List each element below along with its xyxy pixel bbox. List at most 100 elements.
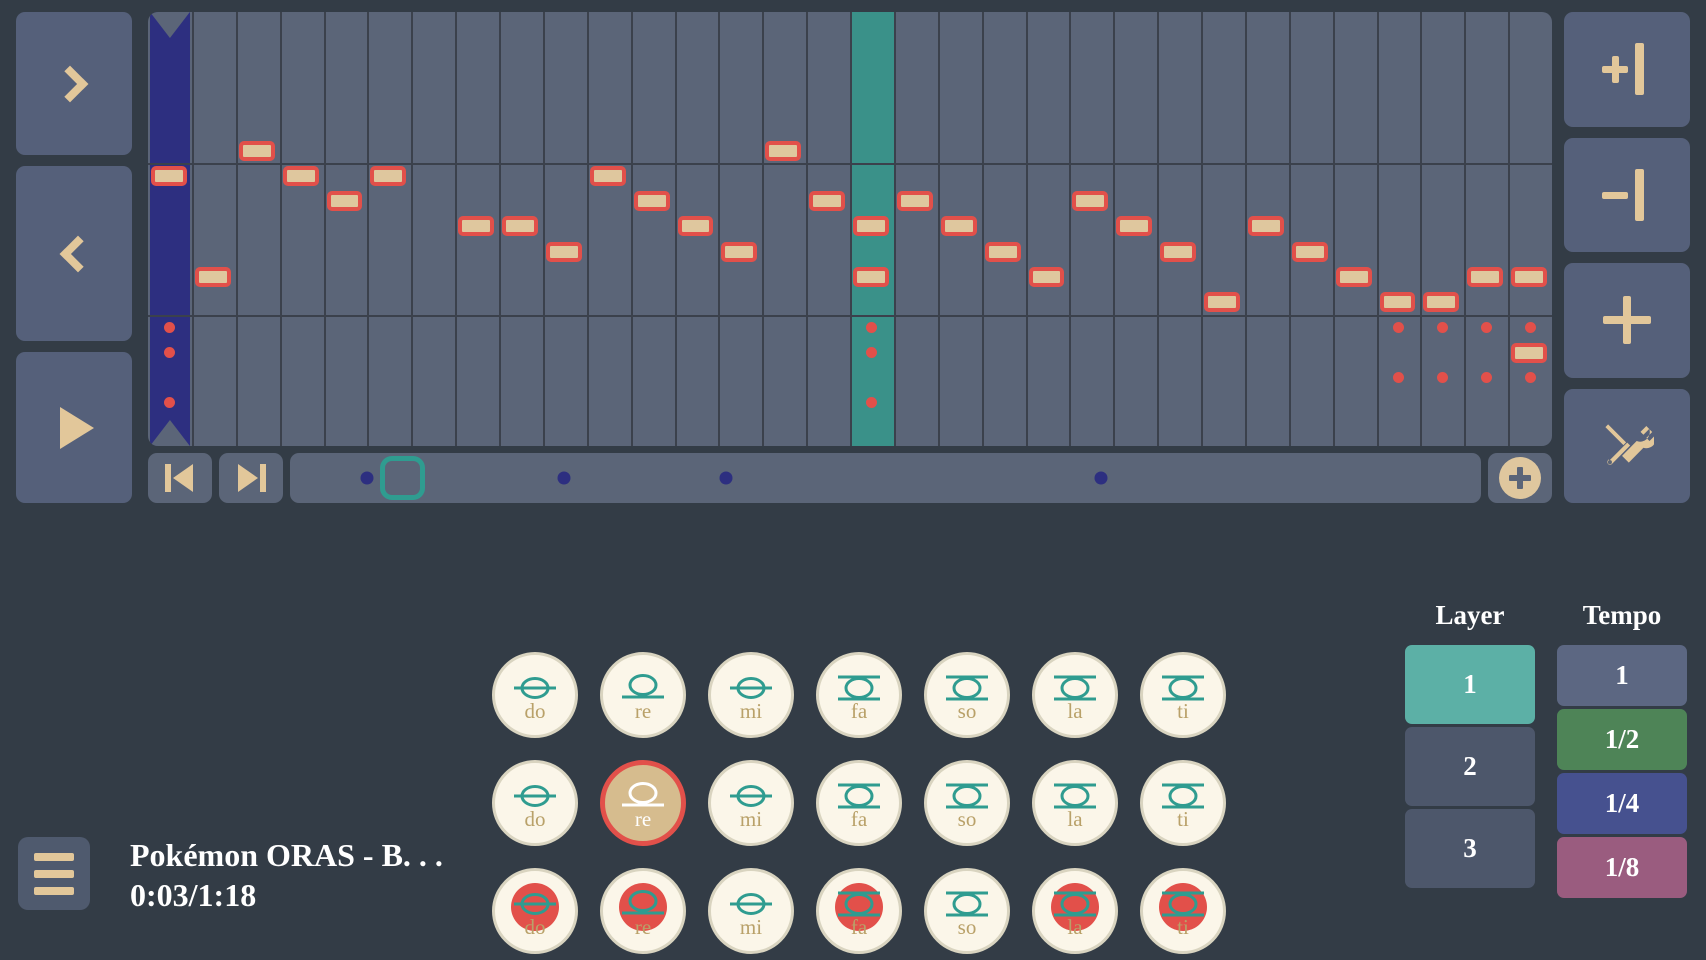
melody-note[interactable] [370, 165, 407, 186]
melody-note[interactable] [545, 241, 582, 262]
drum-note[interactable] [1480, 372, 1492, 384]
whole-note-below-line-icon [620, 778, 666, 814]
hamburger-menu-button[interactable] [18, 837, 90, 910]
drum-note[interactable] [866, 347, 878, 358]
note-pad-la-3[interactable]: la [1022, 858, 1128, 960]
selected-measure-highlight[interactable] [379, 456, 425, 500]
skip-to-start-button[interactable] [148, 453, 212, 503]
drum-note[interactable] [1524, 372, 1536, 384]
note-pad-la-2[interactable]: la [1022, 750, 1128, 856]
note-pad-re-2[interactable]: re [590, 750, 696, 856]
note-pad-fa-1[interactable]: fa [806, 642, 912, 748]
add-row-button[interactable] [1564, 12, 1690, 127]
note-pad-so-1[interactable]: so [914, 642, 1020, 748]
note-pad-ti-2[interactable]: ti [1130, 750, 1236, 856]
add-column-button[interactable] [1564, 263, 1690, 378]
whole-note-two-lines-icon [836, 886, 882, 922]
melody-note[interactable] [151, 165, 187, 186]
melody-note[interactable] [1204, 292, 1240, 313]
melody-note[interactable] [1160, 241, 1196, 262]
note-pad-do-3[interactable]: do [482, 858, 588, 960]
layer-option-1[interactable]: 1 [1405, 645, 1535, 724]
melody-note[interactable] [238, 140, 275, 161]
melody-note[interactable] [721, 241, 758, 262]
melody-note[interactable] [633, 191, 670, 212]
drum-note[interactable] [1436, 321, 1448, 333]
drum-note[interactable] [164, 321, 176, 333]
measure-timeline[interactable] [290, 453, 1481, 503]
note-pad-ti-1[interactable]: ti [1130, 642, 1236, 748]
note-pad-so-3[interactable]: so [914, 858, 1020, 960]
tempo-option-1-8[interactable]: 1/8 [1557, 837, 1687, 898]
note-pad-label: do [524, 699, 546, 723]
remove-row-button[interactable] [1564, 137, 1690, 252]
drum-note[interactable] [1392, 372, 1404, 384]
melody-note[interactable] [677, 216, 714, 237]
melody-note[interactable] [282, 165, 319, 186]
note-grid[interactable] [148, 12, 1552, 446]
drum-note[interactable] [164, 397, 176, 409]
melody-note[interactable] [809, 191, 845, 212]
melody-note[interactable] [458, 216, 494, 237]
layer-option-3[interactable]: 3 [1405, 809, 1535, 888]
tempo-option-1-4[interactable]: 1/4 [1557, 773, 1687, 834]
grid-line-vertical [981, 12, 984, 446]
melody-note[interactable] [194, 266, 231, 287]
grid-line-vertical [1376, 12, 1379, 446]
melody-note[interactable] [940, 216, 977, 237]
note-grid-canvas[interactable] [148, 12, 1552, 446]
note-pad-do-2[interactable]: do [482, 750, 588, 856]
drum-note[interactable] [866, 397, 878, 409]
drum-note[interactable] [1480, 321, 1492, 333]
note-pad-la-1[interactable]: la [1022, 642, 1128, 748]
melody-note[interactable] [984, 241, 1021, 262]
measure-marker[interactable] [1094, 471, 1108, 485]
note-pad-so-2[interactable]: so [914, 750, 1020, 856]
note-pad-ti-3[interactable]: ti [1130, 858, 1236, 960]
melody-note[interactable] [1116, 216, 1153, 237]
melody-note[interactable] [1291, 241, 1328, 262]
note-pad-mi-1[interactable]: mi [698, 642, 804, 748]
melody-note[interactable] [502, 216, 538, 237]
next-page-button[interactable] [16, 12, 132, 155]
melody-note[interactable] [1511, 266, 1547, 287]
drum-note[interactable] [164, 347, 176, 358]
note-pad-mi-2[interactable]: mi [698, 750, 804, 856]
melody-note[interactable] [1028, 266, 1065, 287]
drum-note[interactable] [1392, 321, 1404, 333]
melody-note[interactable] [1511, 342, 1547, 363]
note-pad-fa-2[interactable]: fa [806, 750, 912, 856]
skip-to-end-button[interactable] [219, 453, 283, 503]
melody-note[interactable] [896, 191, 933, 212]
note-pad-fa-3[interactable]: fa [806, 858, 912, 960]
melody-note[interactable] [1379, 292, 1416, 313]
melody-note[interactable] [589, 165, 626, 186]
note-pad-re-1[interactable]: re [590, 642, 696, 748]
melody-note[interactable] [765, 140, 802, 161]
measure-marker[interactable] [557, 471, 571, 485]
tempo-option-1[interactable]: 1 [1557, 645, 1687, 706]
measure-marker[interactable] [719, 471, 733, 485]
melody-note[interactable] [1335, 266, 1372, 287]
skip-to-start-icon [165, 464, 195, 492]
prev-page-button[interactable] [16, 166, 132, 341]
measure-marker[interactable] [360, 471, 374, 485]
melody-note[interactable] [326, 191, 363, 212]
melody-note[interactable] [853, 216, 889, 237]
tempo-option-1-2[interactable]: 1/2 [1557, 709, 1687, 770]
drum-note[interactable] [866, 321, 878, 333]
melody-note[interactable] [1247, 216, 1284, 237]
melody-note[interactable] [1072, 191, 1109, 212]
drum-note[interactable] [1436, 372, 1448, 384]
melody-note[interactable] [1423, 292, 1460, 313]
layer-option-2[interactable]: 2 [1405, 727, 1535, 806]
note-pad-re-3[interactable]: re [590, 858, 696, 960]
note-pad-do-1[interactable]: do [482, 642, 588, 748]
add-measure-button[interactable] [1488, 453, 1552, 503]
note-pad-mi-3[interactable]: mi [698, 858, 804, 960]
drum-note[interactable] [1524, 321, 1536, 333]
play-button[interactable] [16, 352, 132, 503]
settings-button[interactable] [1564, 388, 1690, 503]
melody-note[interactable] [1467, 266, 1504, 287]
melody-note[interactable] [853, 266, 889, 287]
